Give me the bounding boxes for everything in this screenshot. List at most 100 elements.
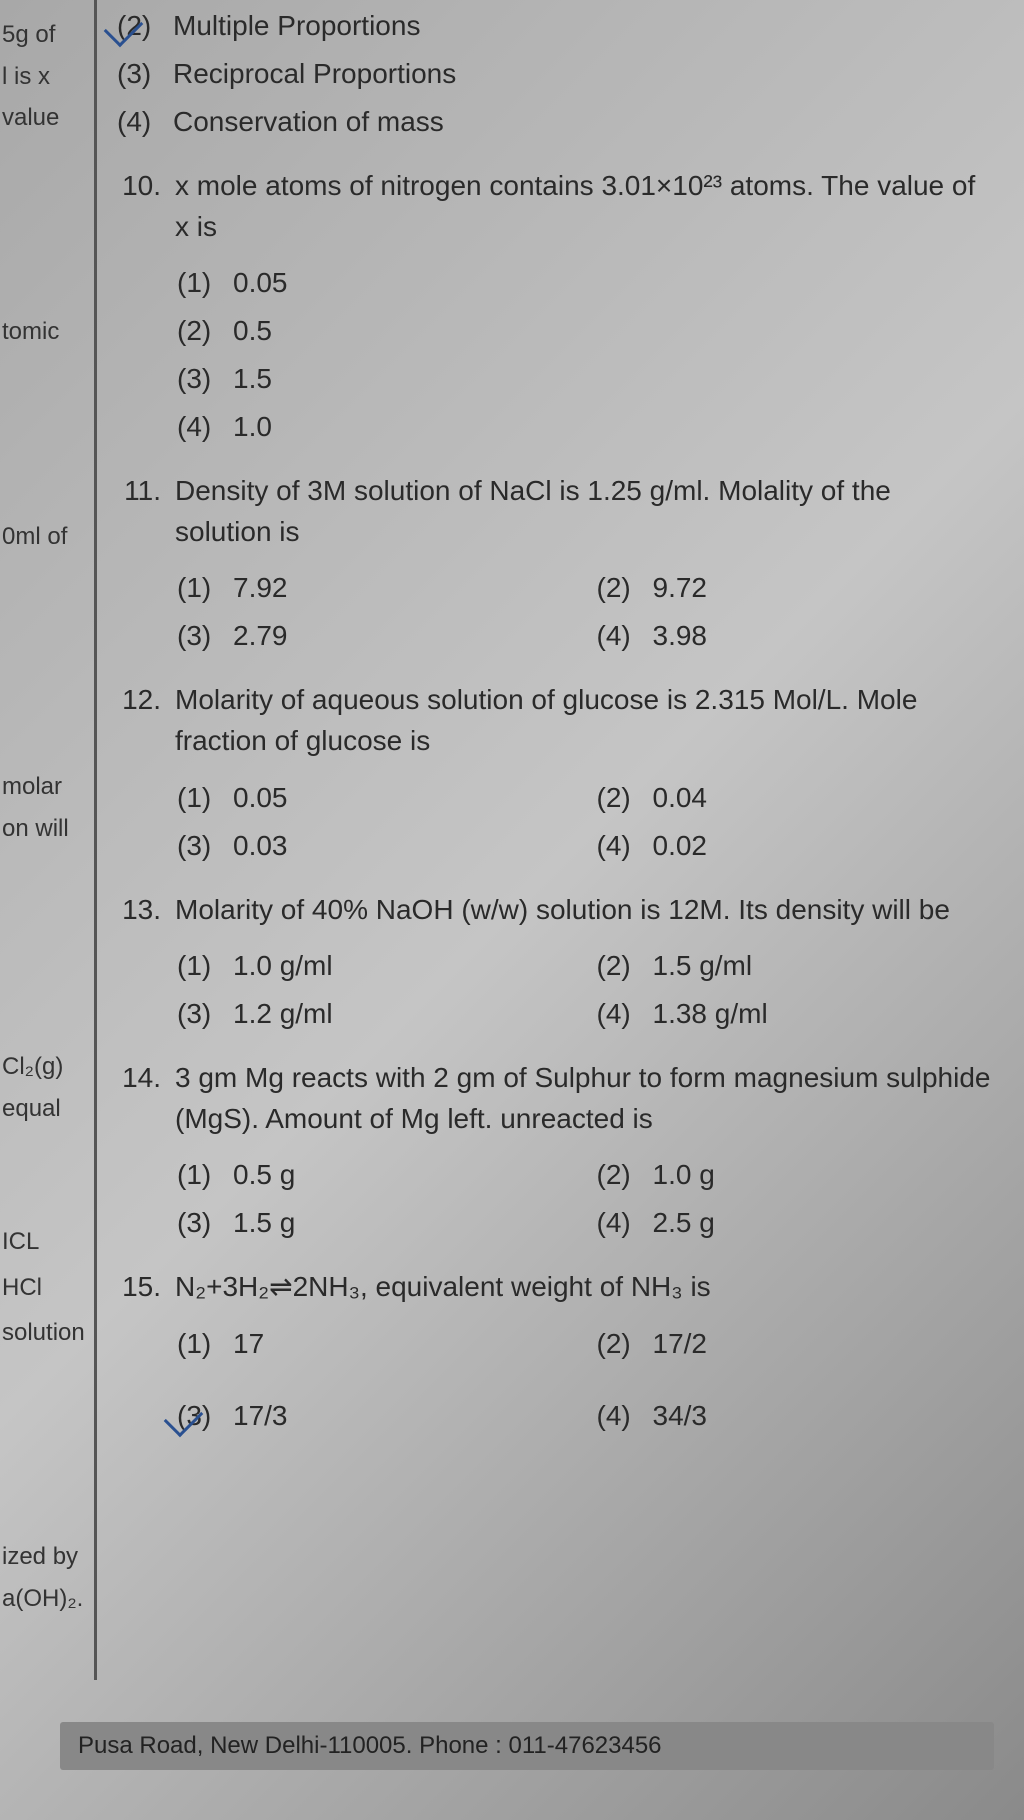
option-text: 2.79: [233, 620, 288, 652]
question-number: 12.: [115, 680, 175, 721]
question-text: Molarity of aqueous solution of glucose …: [175, 680, 994, 761]
margin-fragment: on will: [2, 812, 69, 846]
option-item: (2) 9.72: [595, 572, 995, 604]
option-text: 0.03: [233, 830, 288, 862]
option-item: (1) 0.5 g: [175, 1159, 575, 1191]
option-item: (2) 1.0 g: [595, 1159, 995, 1191]
option-number: (3): [175, 998, 233, 1030]
option-number: (4): [115, 106, 173, 138]
option-text: 17: [233, 1328, 264, 1360]
option-number: (4): [595, 1207, 653, 1239]
option-number: (3): [175, 1400, 233, 1432]
content-column: (2) Multiple Proportions (3) Reciprocal …: [115, 0, 1024, 1820]
question-number: 15.: [115, 1267, 175, 1308]
partial-question-options: (2) Multiple Proportions (3) Reciprocal …: [115, 10, 994, 138]
question-text: N₂+3H₂⇌2NH₃, equivalent weight of NH₃ is: [175, 1267, 994, 1308]
option-number: (4): [175, 411, 233, 443]
margin-fragment: a(OH)₂.: [2, 1582, 83, 1616]
option-item: (1) 1.0 g/ml: [175, 950, 575, 982]
option-item: (2) 0.04: [595, 782, 995, 814]
option-text: 1.38 g/ml: [653, 998, 768, 1030]
option-text: 1.2 g/ml: [233, 998, 333, 1030]
option-text: 34/3: [653, 1400, 708, 1432]
question-15: 15. N₂+3H₂⇌2NH₃, equivalent weight of NH…: [115, 1267, 994, 1432]
option-text: 7.92: [233, 572, 288, 604]
option-text: 0.05: [233, 267, 994, 299]
margin-fragment: 0ml of: [2, 520, 67, 554]
option-text: 0.02: [653, 830, 708, 862]
option-item: (4) 1.38 g/ml: [595, 998, 995, 1030]
question-text: Density of 3M solution of NaCl is 1.25 g…: [175, 471, 994, 552]
option-number: (3): [175, 830, 233, 862]
option-text: 17/3: [233, 1400, 288, 1432]
option-item: (4) 0.02: [595, 830, 995, 862]
question-number: 13.: [115, 890, 175, 931]
question-number: 11.: [115, 471, 175, 512]
option-item: (3) Reciprocal Proportions: [115, 58, 994, 90]
option-number: (1): [175, 267, 233, 299]
option-item: (4) Conservation of mass: [115, 106, 994, 138]
question-text: Molarity of 40% NaOH (w/w) solution is 1…: [175, 890, 994, 931]
option-text: 1.0 g: [653, 1159, 715, 1191]
option-text: 9.72: [653, 572, 708, 604]
option-item: (2) 1.5 g/ml: [595, 950, 995, 982]
question-14: 14. 3 gm Mg reacts with 2 gm of Sulphur …: [115, 1058, 994, 1239]
question-12: 12. Molarity of aqueous solution of gluc…: [115, 680, 994, 861]
option-text: 0.05: [233, 782, 288, 814]
option-number: (3): [175, 620, 233, 652]
question-number: 10.: [115, 166, 175, 207]
option-text: 1.0 g/ml: [233, 950, 333, 982]
option-number: (4): [595, 620, 653, 652]
question-10: 10. x mole atoms of nitrogen contains 3.…: [115, 166, 994, 443]
option-number: (4): [595, 830, 653, 862]
page-container: 5g of l is x value tomic 0ml of molar on…: [0, 0, 1024, 1820]
option-number: (1): [175, 782, 233, 814]
option-text: Reciprocal Proportions: [173, 58, 994, 90]
option-item: (2) 17/2: [595, 1328, 995, 1360]
margin-fragment: equal: [2, 1092, 63, 1126]
margin-fragment: 5g of: [2, 18, 59, 52]
option-text: 0.5 g: [233, 1159, 295, 1191]
option-item: (1) 7.92: [175, 572, 575, 604]
option-text: 0.04: [653, 782, 708, 814]
option-number: (2): [595, 1328, 653, 1360]
question-13: 13. Molarity of 40% NaOH (w/w) solution …: [115, 890, 994, 1031]
option-text: Multiple Proportions: [173, 10, 994, 42]
option-number: (2): [175, 315, 233, 347]
left-margin-column: 5g of l is x value tomic 0ml of molar on…: [0, 0, 90, 1820]
option-text: 1.5 g: [233, 1207, 295, 1239]
option-text: 0.5: [233, 315, 994, 347]
margin-fragment: value: [2, 101, 59, 135]
margin-fragment: l is x: [2, 60, 59, 94]
option-item: (1) 0.05: [175, 782, 575, 814]
option-item: (4) 2.5 g: [595, 1207, 995, 1239]
margin-fragment: Cl₂(g): [2, 1050, 63, 1084]
footer-address: Pusa Road, New Delhi-110005. Phone : 011…: [60, 1722, 994, 1770]
option-text: 1.5: [233, 363, 994, 395]
option-item: (2) Multiple Proportions: [115, 10, 994, 42]
option-item: (2) 0.5: [175, 315, 994, 347]
option-number: (1): [175, 950, 233, 982]
option-text: 1.0: [233, 411, 994, 443]
option-number: (4): [595, 1400, 653, 1432]
option-text: 2.5 g: [653, 1207, 715, 1239]
margin-fragment: HCl: [2, 1271, 85, 1305]
margin-fragment: ICL: [2, 1225, 85, 1259]
option-number: (3): [175, 1207, 233, 1239]
option-item: (4) 1.0: [175, 411, 994, 443]
option-number: (1): [175, 572, 233, 604]
option-item: (3) 1.5 g: [175, 1207, 575, 1239]
option-text: 1.5 g/ml: [653, 950, 753, 982]
option-item: (3) 1.5: [175, 363, 994, 395]
question-number: 14.: [115, 1058, 175, 1099]
option-item: (3) 1.2 g/ml: [175, 998, 575, 1030]
option-item: (3) 0.03: [175, 830, 575, 862]
option-number: (1): [175, 1159, 233, 1191]
option-number: (3): [175, 363, 233, 395]
option-item: (3) 17/3: [175, 1400, 575, 1432]
option-number: (2): [595, 782, 653, 814]
margin-fragment: ized by: [2, 1540, 83, 1574]
option-item: (4) 34/3: [595, 1400, 995, 1432]
option-item: (1) 17: [175, 1328, 575, 1360]
option-text: 17/2: [653, 1328, 708, 1360]
